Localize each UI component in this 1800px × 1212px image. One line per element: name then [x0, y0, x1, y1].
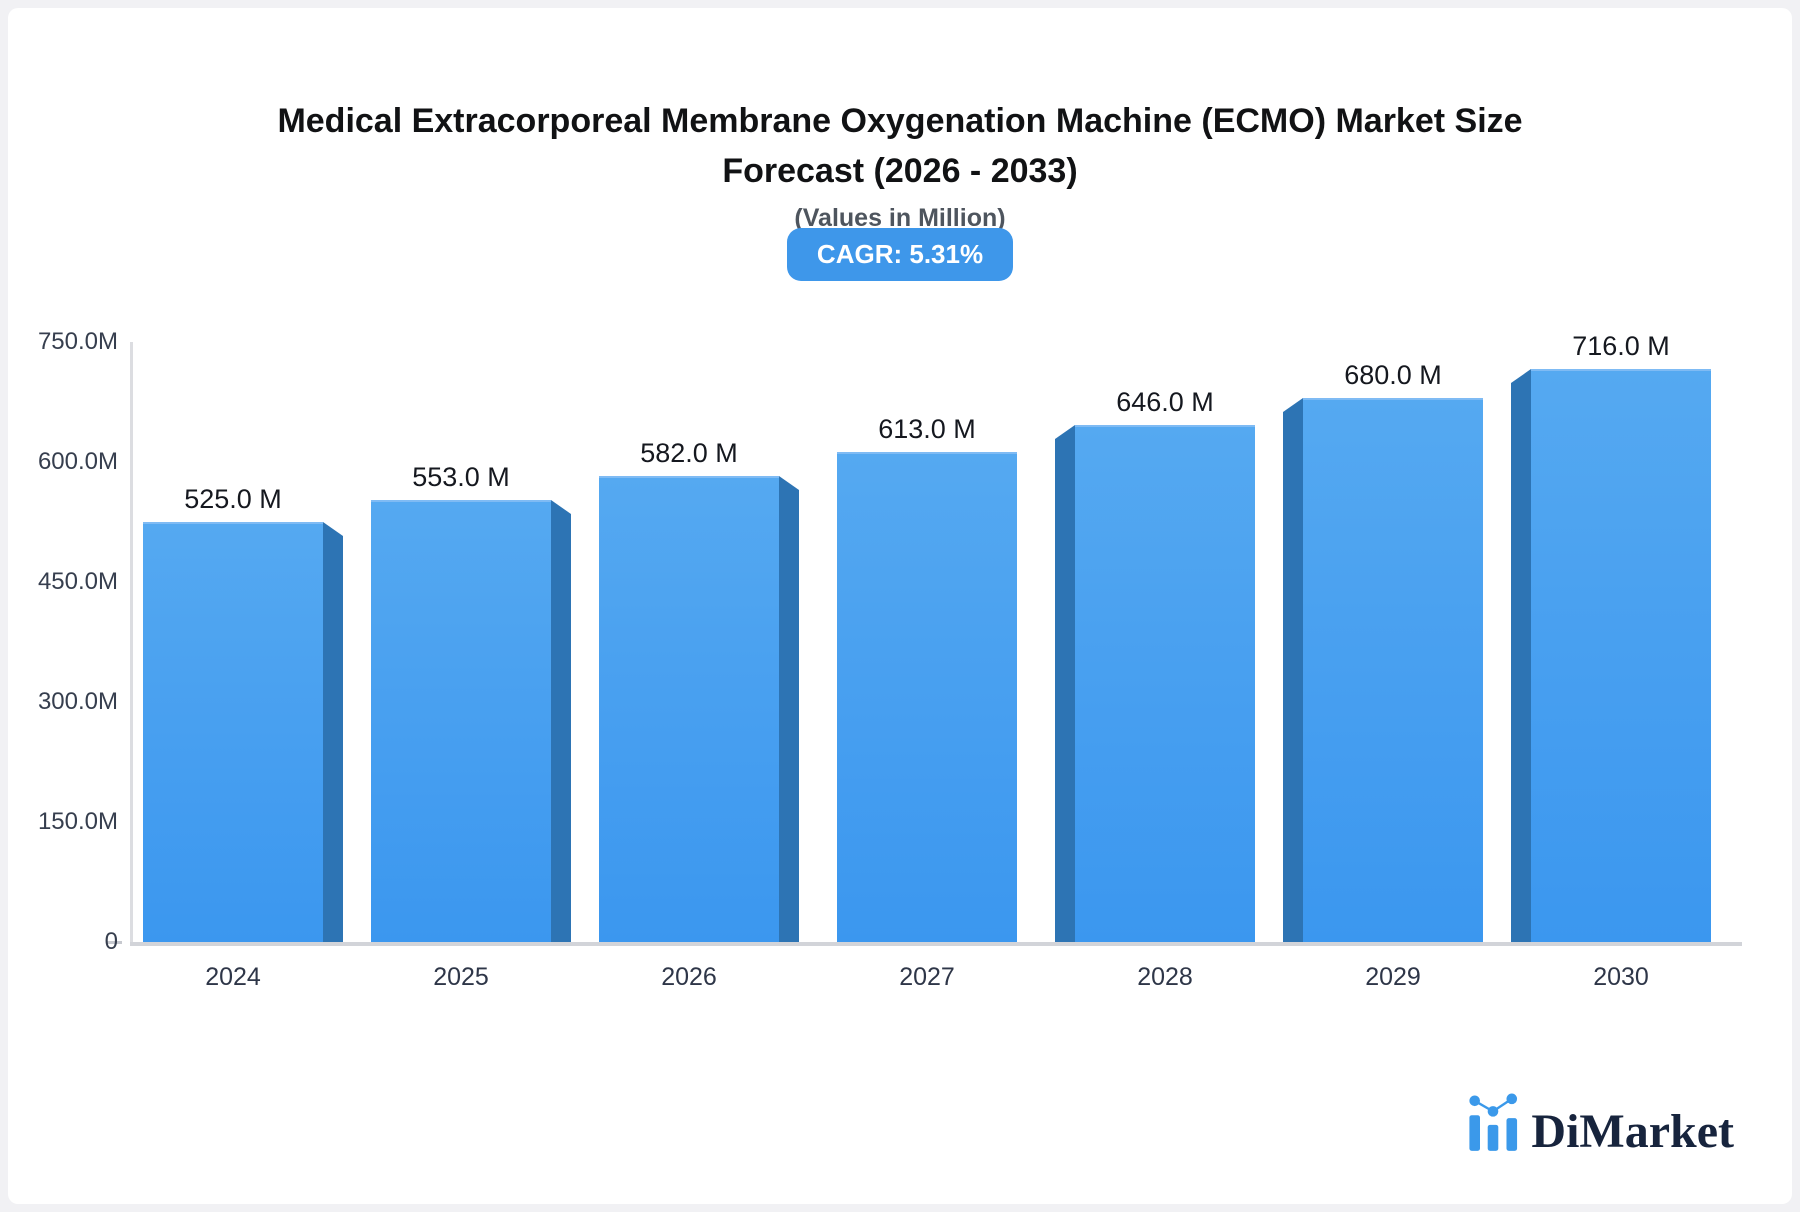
bar-2026: 582.0 M: [599, 438, 799, 942]
x-axis-label: 2024: [205, 963, 261, 991]
y-axis-label: 300.0M: [37, 688, 118, 715]
bar-value-label: 582.0 M: [640, 438, 738, 468]
y-axis-label: 450.0M: [37, 568, 118, 595]
bar-side-face: [323, 522, 343, 942]
cagr-badge-row: CAGR: 5.31%: [8, 228, 1792, 281]
bar-line-chart-icon: [1467, 1091, 1519, 1156]
bar-side-face: [1283, 398, 1303, 942]
bar-value-label: 680.0 M: [1344, 360, 1442, 390]
brand-name: DiMarket: [1531, 1105, 1734, 1158]
bar-value-label: 525.0 M: [184, 484, 282, 514]
bar-front-face: [599, 476, 779, 942]
bar-front-face: [1075, 425, 1255, 942]
y-axis-label: 600.0M: [37, 448, 118, 475]
bar-front-face: [1531, 369, 1711, 942]
bar-front-face: [837, 452, 1017, 942]
chart-title-line1: Medical Extracorporeal Membrane Oxygenat…: [277, 102, 1523, 140]
bar-2028: 646.0 M: [1055, 387, 1255, 942]
chart-title: Medical Extracorporeal Membrane Oxygenat…: [8, 96, 1792, 196]
y-axis-label: 750.0M: [37, 328, 118, 355]
bar-front-face: [371, 500, 551, 942]
chart-subtitle: (Values in Million): [794, 204, 1006, 232]
bar-2027: 613.0 M: [827, 414, 1027, 942]
x-axis-label: 2028: [1137, 963, 1193, 991]
x-axis-baseline: [130, 942, 1742, 946]
bar-2030: 716.0 M: [1511, 331, 1711, 942]
bar-value-label: 553.0 M: [412, 462, 510, 492]
bar-2024: 525.0 M: [143, 484, 343, 942]
bar-side-face: [1511, 369, 1531, 942]
bar-front-face: [1303, 398, 1483, 942]
bar-2029: 680.0 M: [1283, 360, 1483, 942]
bar-value-label: 646.0 M: [1116, 387, 1214, 417]
x-axis-label: 2027: [899, 963, 955, 991]
y-axis-label: 150.0M: [37, 808, 118, 835]
bar-side-face: [551, 500, 571, 942]
bar-front-face: [143, 522, 323, 942]
zero-tick-mark: [106, 941, 122, 944]
y-axis-line: [130, 342, 133, 945]
cagr-badge: CAGR: 5.31%: [786, 228, 1014, 281]
x-axis-label: 2026: [661, 963, 717, 991]
bar-side-face: [1055, 425, 1075, 942]
x-axis-label: 2029: [1365, 963, 1421, 991]
y-axis-label: 0: [104, 928, 118, 955]
bar-side-face: [779, 476, 799, 942]
bar-value-label: 716.0 M: [1572, 331, 1670, 361]
dimarket-logo: DiMarket: [1467, 1091, 1734, 1156]
bar-chart: 750.0M 600.0M 450.0M 300.0M 150.0M 0 525.0 M 20…: [8, 8, 1792, 1204]
bar-value-label: 613.0 M: [878, 414, 976, 444]
chart-card: Medical Extracorporeal Membrane Oxygenat…: [8, 8, 1792, 1204]
chart-title-line2: Forecast (2026 - 2033): [722, 152, 1078, 190]
bar-2025: 553.0 M: [371, 462, 571, 942]
x-axis-label: 2030: [1593, 963, 1649, 991]
x-axis-label: 2025: [433, 963, 489, 991]
